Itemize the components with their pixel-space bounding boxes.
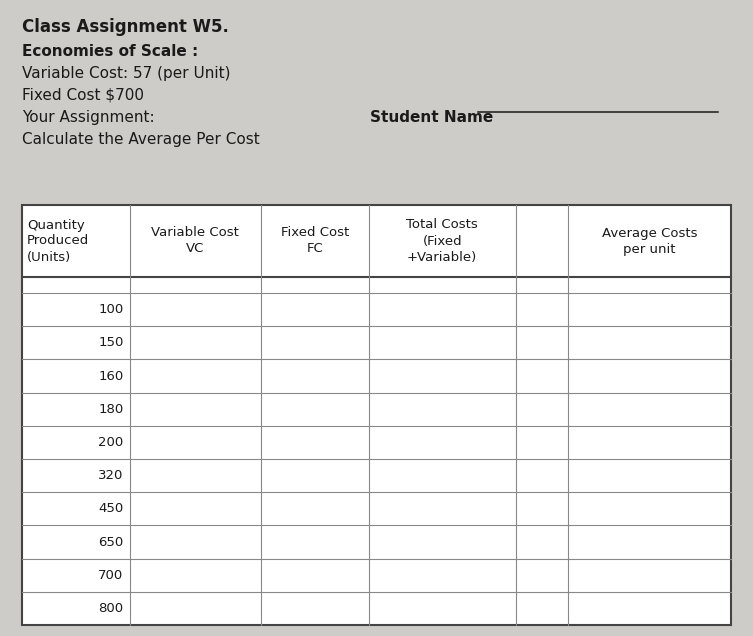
Text: Economies of Scale :: Economies of Scale : bbox=[22, 44, 198, 59]
Text: 700: 700 bbox=[99, 569, 123, 582]
Text: Your Assignment:: Your Assignment: bbox=[22, 110, 154, 125]
Text: Variable Cost: 57 (per Unit): Variable Cost: 57 (per Unit) bbox=[22, 66, 230, 81]
Text: Student Name: Student Name bbox=[370, 110, 493, 125]
Text: 180: 180 bbox=[99, 403, 123, 416]
Text: 800: 800 bbox=[99, 602, 123, 615]
Text: 320: 320 bbox=[98, 469, 123, 482]
Text: Fixed Cost $700: Fixed Cost $700 bbox=[22, 88, 144, 103]
Text: Total Costs
(Fixed
+Variable): Total Costs (Fixed +Variable) bbox=[407, 219, 478, 263]
Text: 160: 160 bbox=[99, 370, 123, 382]
Bar bbox=[22, 205, 731, 625]
Text: Average Costs
per unit: Average Costs per unit bbox=[602, 226, 697, 256]
Text: Fixed Cost
FC: Fixed Cost FC bbox=[281, 226, 349, 256]
Bar bbox=[22, 205, 731, 625]
Text: 450: 450 bbox=[99, 502, 123, 515]
Text: Calculate the Average Per Cost: Calculate the Average Per Cost bbox=[22, 132, 260, 147]
Text: 150: 150 bbox=[98, 336, 123, 349]
Text: Class Assignment W5.: Class Assignment W5. bbox=[22, 18, 229, 36]
Text: Quantity
Produced
(Units): Quantity Produced (Units) bbox=[27, 219, 90, 263]
Text: 100: 100 bbox=[99, 303, 123, 316]
Text: 200: 200 bbox=[99, 436, 123, 449]
Text: Variable Cost
VC: Variable Cost VC bbox=[151, 226, 239, 256]
Text: 650: 650 bbox=[99, 536, 123, 548]
